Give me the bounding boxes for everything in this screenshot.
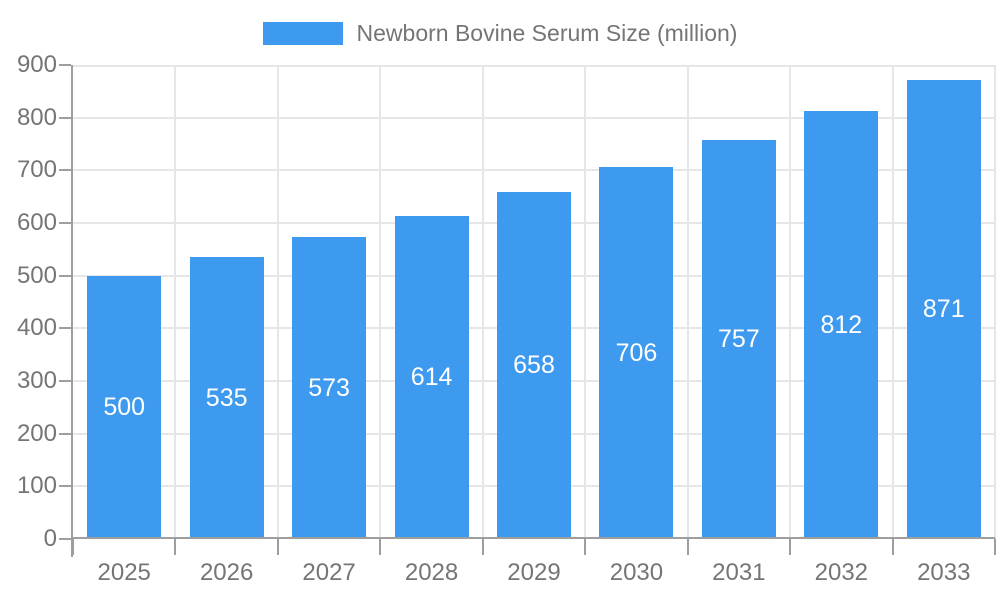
x-axis-label: 2031 (712, 559, 766, 586)
x-axis-label: 2026 (199, 559, 254, 586)
x-axis-label: 2030 (609, 559, 664, 586)
y-axis-tick (59, 116, 71, 119)
legend-label: Newborn Bovine Serum Size (million) (356, 20, 738, 46)
x-gridline (994, 65, 996, 539)
y-axis-label: 700 (16, 156, 57, 184)
x-axis-label: 2025 (97, 559, 151, 586)
x-axis-tick (891, 539, 894, 555)
x-gridline (584, 65, 587, 539)
x-axis-label: 2028 (404, 559, 459, 586)
x-axis-tick (686, 539, 689, 555)
y-axis-tick (59, 432, 71, 435)
y-axis-tick (59, 274, 71, 277)
bar-value-label: 757 (718, 325, 760, 354)
bar-2028[interactable]: 614 (394, 215, 469, 539)
x-axis-tick (481, 539, 484, 555)
bar-value-label: 573 (308, 373, 350, 402)
x-axis-tick (379, 539, 382, 555)
y-axis-label: 400 (16, 314, 57, 342)
x-axis-tick (584, 539, 587, 555)
x-gridline (789, 65, 792, 539)
y-axis-tick (59, 538, 71, 540)
legend-swatch (262, 22, 343, 45)
x-axis-label: 2032 (814, 559, 869, 586)
y-axis-tick (59, 327, 71, 330)
y-axis-label: 0 (43, 525, 57, 552)
y-gridline (73, 116, 995, 119)
y-gridline (73, 65, 995, 67)
bar-2031[interactable]: 757 (701, 140, 776, 539)
bar-value-label: 871 (922, 295, 965, 324)
x-axis-label: 2033 (917, 559, 971, 586)
plot-area: 0 100 200 300 400 500 600 700 800 900 500 2025 535 20… (17, 51, 996, 586)
x-axis-tick (174, 539, 177, 555)
y-axis-label: 300 (16, 367, 57, 394)
x-gridline (686, 65, 689, 539)
bar-2033[interactable]: 871 (906, 80, 981, 539)
x-gridline (174, 65, 177, 539)
y-axis-label: 600 (16, 209, 57, 236)
y-axis-label: 200 (16, 419, 57, 447)
x-axis-tick (789, 539, 792, 555)
bar-value-label: 500 (103, 392, 146, 421)
bar-2025[interactable]: 500 (87, 275, 162, 539)
y-axis-tick (59, 380, 71, 382)
bar-2029[interactable]: 658 (497, 192, 571, 539)
y-axis-tick (59, 169, 71, 172)
bar-2030[interactable]: 706 (599, 167, 674, 539)
bar-value-label: 535 (205, 383, 248, 412)
x-gridline (481, 65, 484, 539)
x-axis-label: 2027 (302, 559, 356, 586)
bar-2032[interactable]: 812 (804, 111, 879, 539)
x-axis-tick (994, 539, 996, 555)
bar-value-label: 658 (513, 351, 555, 380)
x-gridline (891, 65, 894, 539)
x-axis-line (71, 537, 995, 539)
chart-legend[interactable]: Newborn Bovine Serum Size (million) (0, 20, 1000, 47)
x-axis-label: 2029 (507, 559, 561, 586)
bar-2026[interactable]: 535 (189, 257, 264, 539)
y-axis-tick (59, 64, 71, 66)
x-axis-tick (276, 539, 279, 555)
y-axis-label: 800 (16, 103, 57, 131)
y-axis-tick (59, 485, 71, 488)
bar-value-label: 614 (410, 362, 453, 391)
bar-value-label: 812 (820, 310, 863, 339)
y-axis-tick (59, 222, 71, 224)
y-gridline (73, 169, 995, 172)
bar-2027[interactable]: 573 (292, 237, 367, 539)
x-gridline (379, 65, 382, 539)
y-axis-label: 100 (16, 472, 57, 500)
x-axis-tick (72, 539, 74, 555)
bar-value-label: 706 (615, 338, 658, 367)
x-gridline (276, 65, 279, 539)
y-axis-line (71, 65, 73, 557)
y-axis-label: 900 (16, 51, 57, 78)
y-axis-label: 500 (16, 261, 57, 289)
